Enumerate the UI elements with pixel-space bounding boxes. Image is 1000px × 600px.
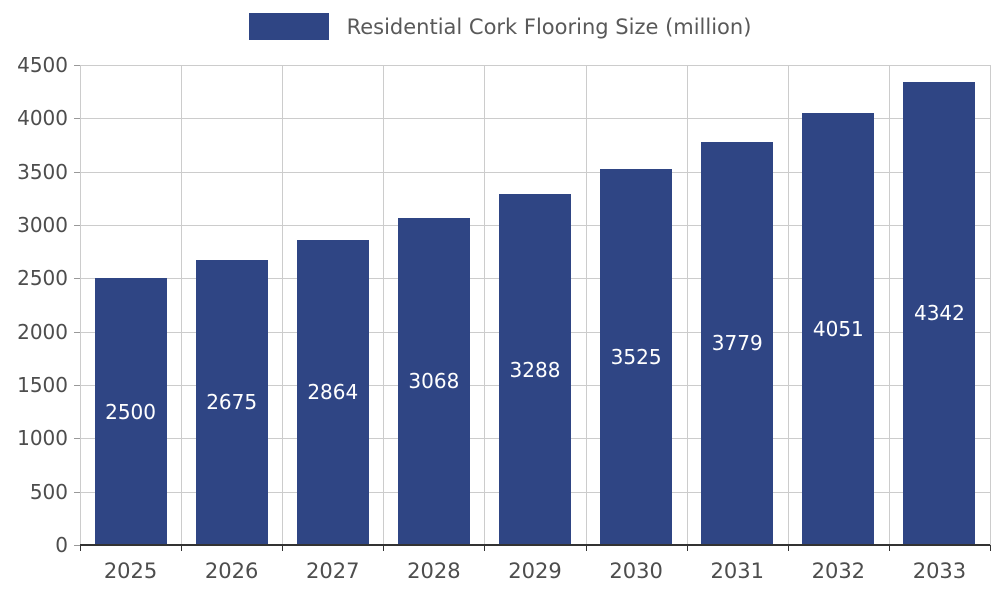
x-axis-label: 2030 <box>609 559 663 583</box>
v-gridline <box>990 65 991 545</box>
x-axis-tick <box>585 545 587 551</box>
bar-value-label: 3288 <box>509 357 561 382</box>
x-axis-tick <box>181 545 183 551</box>
bar-value-label: 2864 <box>307 380 359 405</box>
y-axis-label: 2000 <box>17 319 68 344</box>
v-gridline <box>181 65 183 545</box>
x-axis-tick <box>484 545 486 551</box>
x-axis-tick <box>686 545 688 551</box>
y-axis-label: 4500 <box>17 53 68 77</box>
y-axis-label: 4000 <box>17 106 68 131</box>
x-axis-tick <box>787 545 789 551</box>
x-axis-tick <box>990 545 991 551</box>
x-axis-label: 2029 <box>508 559 562 583</box>
x-axis-line <box>80 544 990 546</box>
bar-value-label: 2675 <box>206 390 258 415</box>
y-axis-label: 3500 <box>17 159 68 184</box>
x-axis-label: 2028 <box>407 559 461 583</box>
x-axis-label: 2026 <box>204 559 259 583</box>
bar-value-label: 2500 <box>105 399 156 424</box>
v-gridline <box>383 65 385 545</box>
bar <box>195 259 268 545</box>
y-axis-tick <box>74 118 80 120</box>
y-axis-tick <box>74 278 80 280</box>
x-axis-label: 2031 <box>710 559 764 583</box>
y-axis-label: 0 <box>55 533 68 557</box>
x-axis-label: 2025 <box>103 559 158 583</box>
v-gridline <box>888 65 890 545</box>
h-gridline <box>80 65 990 66</box>
v-gridline <box>484 65 486 545</box>
bar-value-label: 3525 <box>610 345 662 369</box>
y-axis-tick <box>74 385 80 386</box>
bar-value-label: 3779 <box>711 331 763 356</box>
y-axis-tick <box>74 491 80 493</box>
v-gridline <box>282 65 284 545</box>
h-gridline <box>80 118 990 120</box>
y-axis-tick <box>74 545 80 546</box>
legend-swatch <box>248 13 329 40</box>
y-axis-tick <box>74 65 80 66</box>
bar <box>397 217 470 545</box>
x-axis-tick <box>80 545 81 551</box>
v-gridline <box>585 65 587 545</box>
bar-value-label: 4051 <box>812 316 864 341</box>
bar <box>296 239 369 545</box>
bar <box>701 141 774 545</box>
x-axis-label: 2033 <box>912 559 967 583</box>
v-gridline <box>686 65 688 545</box>
bar <box>94 278 167 545</box>
y-axis-tick <box>74 438 80 440</box>
legend-title: Residential Cork Flooring Size (million) <box>346 14 752 39</box>
bar-value-label: 3068 <box>408 369 460 394</box>
x-axis-label: 2027 <box>306 559 360 583</box>
h-gridline <box>80 171 990 173</box>
bar <box>600 169 673 545</box>
x-axis-tick <box>282 545 284 551</box>
x-axis-label: 2032 <box>811 559 866 583</box>
bar <box>499 194 571 545</box>
x-axis-tick <box>383 545 385 551</box>
y-axis-label: 500 <box>29 479 68 504</box>
v-gridline <box>80 65 81 545</box>
y-axis-tick <box>74 171 80 173</box>
chart-legend: Residential Cork Flooring Size (million) <box>0 13 1000 40</box>
y-axis-label: 2500 <box>17 266 68 291</box>
x-axis-tick <box>888 545 890 551</box>
v-gridline <box>787 65 789 545</box>
bar-value-label: 4342 <box>913 301 965 326</box>
y-axis-tick <box>74 225 80 226</box>
y-axis-label: 1000 <box>17 426 68 451</box>
y-axis-label: 1500 <box>17 373 68 397</box>
y-axis-tick <box>74 331 80 333</box>
bar <box>903 81 976 545</box>
bar <box>802 112 875 545</box>
y-axis-label: 3000 <box>17 213 68 237</box>
